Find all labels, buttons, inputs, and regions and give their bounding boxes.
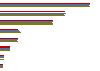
Bar — [0, 50, 10, 51]
Bar — [0, 46, 10, 47]
Bar — [0, 12, 66, 14]
Bar — [0, 21, 53, 22]
Bar — [0, 3, 90, 4]
Bar — [0, 32, 21, 33]
Bar — [0, 6, 90, 7]
Bar — [0, 40, 17, 41]
Bar — [0, 39, 18, 40]
Bar — [0, 24, 53, 25]
Bar — [0, 55, 4, 56]
Bar — [0, 5, 89, 6]
Bar — [0, 11, 65, 12]
Bar — [0, 14, 64, 15]
Bar — [0, 31, 20, 32]
Bar — [0, 65, 3, 66]
Bar — [0, 56, 4, 57]
Bar — [0, 22, 52, 23]
Bar — [0, 59, 4, 60]
Bar — [0, 4, 90, 5]
Bar — [0, 66, 3, 67]
Bar — [0, 49, 10, 50]
Bar — [0, 57, 4, 59]
Bar — [0, 20, 53, 21]
Bar — [0, 15, 65, 16]
Bar — [0, 48, 10, 49]
Bar — [0, 29, 18, 30]
Bar — [0, 41, 18, 42]
Bar — [0, 64, 3, 65]
Bar — [0, 67, 3, 68]
Bar — [0, 38, 18, 39]
Bar — [0, 30, 19, 31]
